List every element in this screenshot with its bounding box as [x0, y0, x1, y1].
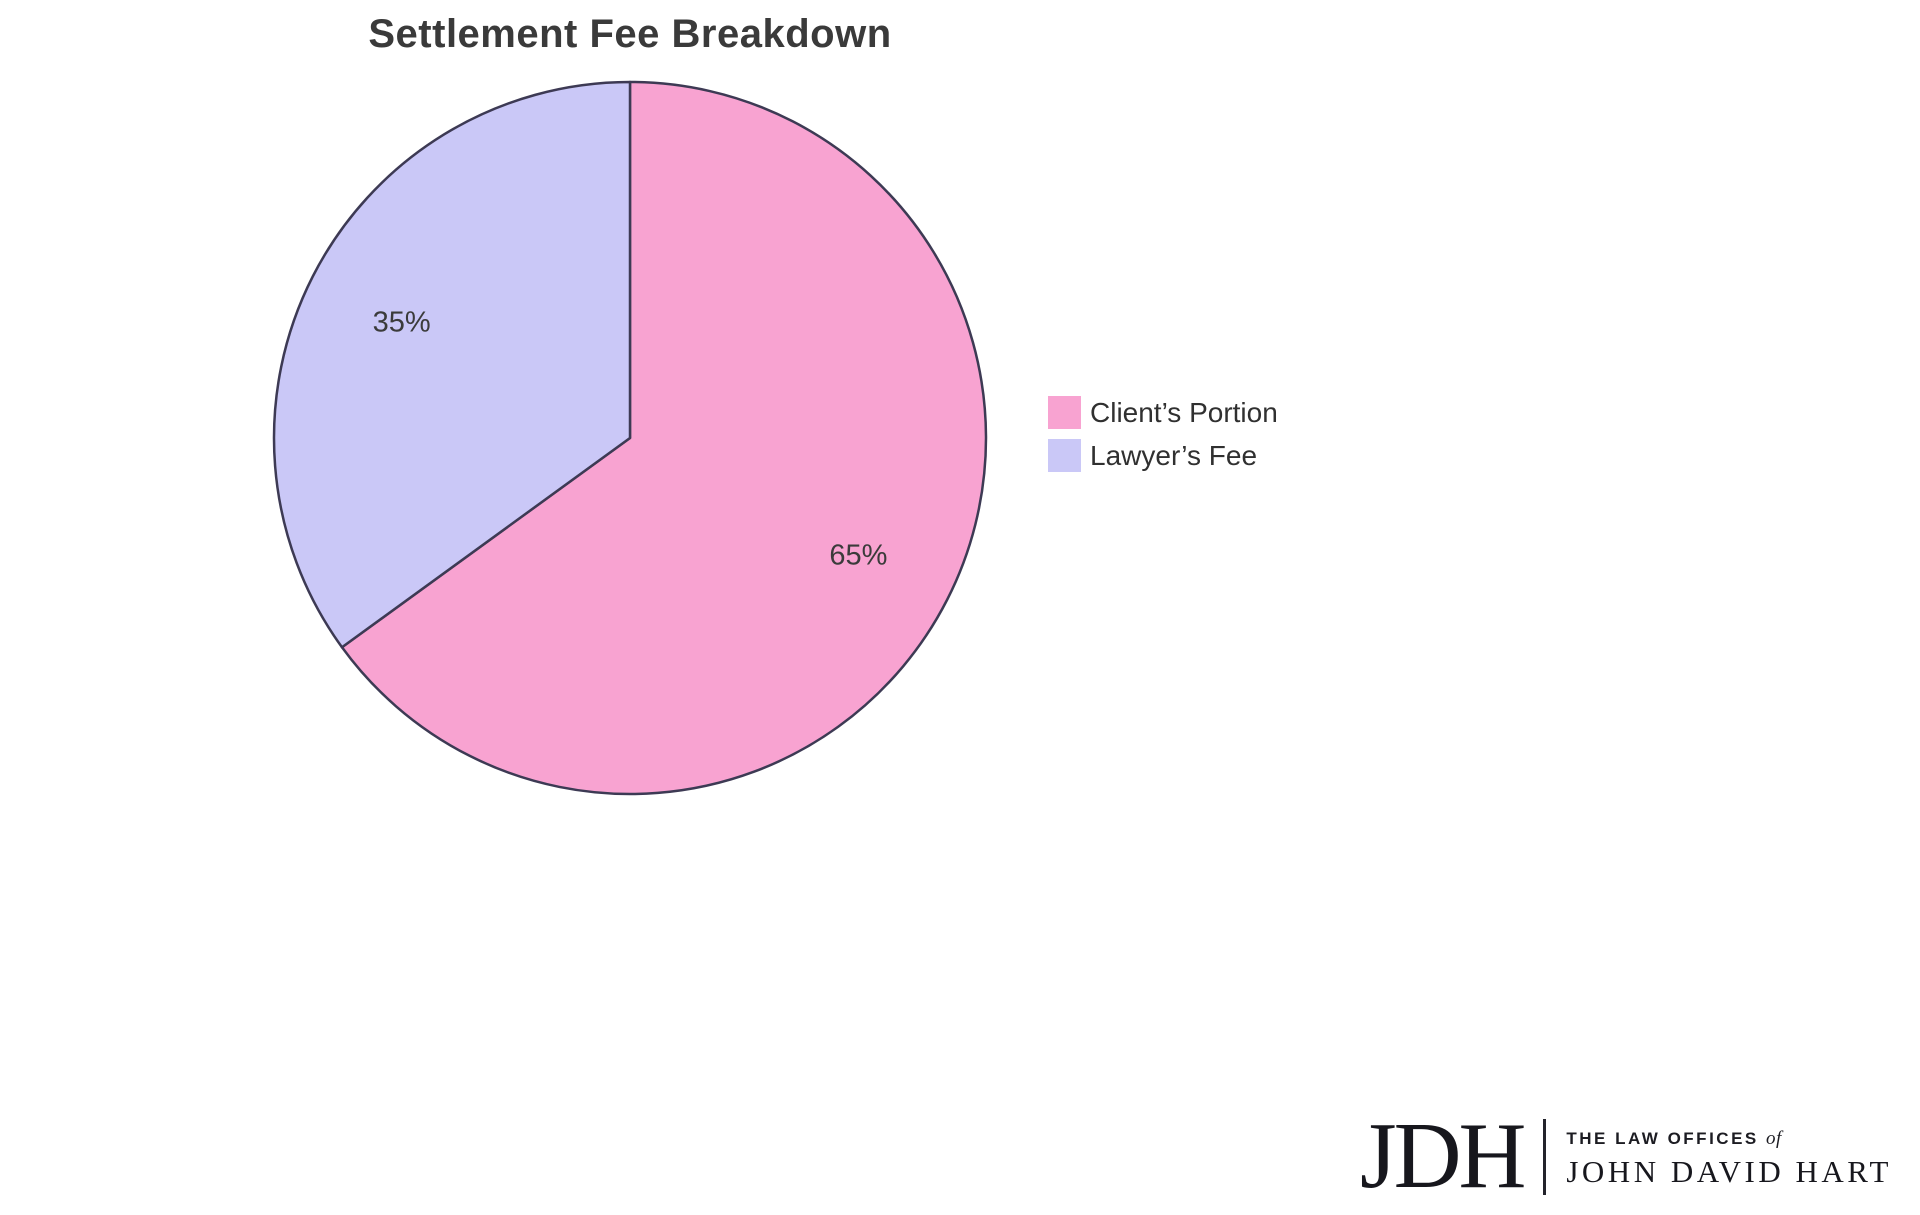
legend-swatch-0	[1048, 396, 1081, 429]
legend-item-1: Lawyer’s Fee	[1048, 439, 1278, 472]
law-firm-logo: JDH THE LAW OFFICES of JOHN DAVID HART	[1360, 1104, 1892, 1209]
firm-name: JOHN DAVID HART	[1566, 1153, 1892, 1189]
pie-chart: 65% 35%	[260, 68, 1000, 808]
legend-label-1: Lawyer’s Fee	[1090, 439, 1258, 471]
firm-tagline-of: of	[1765, 1127, 1782, 1149]
chart-title: Settlement Fee Breakdown	[368, 12, 892, 56]
legend-swatch-1	[1048, 439, 1081, 472]
firm-tagline: THE LAW OFFICES of	[1566, 1128, 1892, 1150]
logo-monogram: JDH	[1360, 1104, 1526, 1209]
pie-chart-svg: 65% 35%	[272, 80, 988, 796]
legend-label-0: Client’s Portion	[1090, 396, 1278, 428]
legend-item-0: Client’s Portion	[1048, 396, 1278, 429]
firm-name-block: THE LAW OFFICES of JOHN DAVID HART	[1566, 1124, 1892, 1190]
logo-divider	[1543, 1118, 1547, 1195]
slice-pct-label-1: 35%	[373, 307, 431, 339]
pie-slice-1	[272, 80, 632, 649]
pie-slice-0	[340, 80, 988, 796]
firm-tagline-text: THE LAW OFFICES	[1566, 1128, 1759, 1148]
slice-pct-label-0: 65%	[829, 539, 887, 571]
legend: Client’s Portion Lawyer’s Fee	[1048, 396, 1278, 472]
